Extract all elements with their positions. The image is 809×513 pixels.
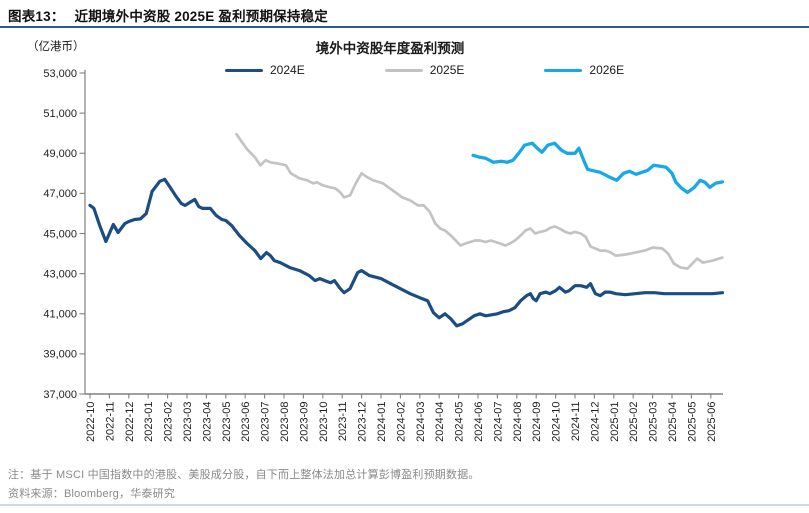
legend-item-2026e: 2026E <box>544 63 624 77</box>
svg-text:2024-07: 2024-07 <box>492 402 504 442</box>
chart-footnote: 注：基于 MSCI 中国指数中的港股、美股成分股，自下而上整体法加总计算彭博盈利… <box>8 469 480 481</box>
legend-label-2025e: 2025E <box>429 63 465 77</box>
chart-source: 资料来源：Bloomberg，华泰研究 <box>8 488 175 500</box>
svg-text:2023-12: 2023-12 <box>357 402 369 442</box>
svg-text:2024-01: 2024-01 <box>376 402 388 442</box>
svg-text:2024-03: 2024-03 <box>415 402 427 442</box>
series-line-2024E <box>88 177 725 328</box>
svg-text:2023-07: 2023-07 <box>260 402 272 442</box>
legend-item-2025e: 2025E <box>384 63 465 77</box>
svg-text:2025-03: 2025-03 <box>648 402 660 442</box>
svg-text:2023-01: 2023-01 <box>143 402 155 442</box>
svg-text:2023-02: 2023-02 <box>163 402 175 442</box>
svg-text:2022-11: 2022-11 <box>104 402 116 442</box>
svg-text:2024-11: 2024-11 <box>570 402 582 442</box>
y-axis-ticks-labels: 37,000 39,000 41,000 43,000 45,000 47,000 49,0… <box>43 68 85 401</box>
svg-text:47,000: 47,000 <box>43 188 77 200</box>
svg-text:2025-01: 2025-01 <box>609 402 621 442</box>
svg-text:45,000: 45,000 <box>43 228 77 240</box>
svg-text:2023-11: 2023-11 <box>337 402 349 442</box>
figure-title: 近期境外中资股 2025E 盈利预期保持稳定 <box>74 9 328 24</box>
svg-text:49,000: 49,000 <box>43 148 77 160</box>
x-axis-ticks-labels: 2022-10 2022-11 2022-12 2023-01 2023-02 2023-… <box>85 394 718 442</box>
svg-text:2023-06: 2023-06 <box>240 402 252 442</box>
svg-text:2023-04: 2023-04 <box>201 402 213 442</box>
figure-header: 图表13： 近期境外中资股 2025E 盈利预期保持稳定 <box>8 5 328 25</box>
svg-text:53,000: 53,000 <box>43 68 77 80</box>
axes <box>84 70 723 395</box>
svg-text:2022-12: 2022-12 <box>124 402 136 442</box>
legend-line-swatch-2026e <box>544 68 583 72</box>
svg-text:2024-04: 2024-04 <box>434 402 446 442</box>
svg-text:2024-02: 2024-02 <box>395 402 407 442</box>
svg-text:2024-12: 2024-12 <box>589 402 601 442</box>
bottom-divider <box>0 504 809 506</box>
svg-text:37,000: 37,000 <box>43 389 77 401</box>
svg-text:2025-05: 2025-05 <box>686 402 698 442</box>
svg-text:2024-05: 2024-05 <box>454 402 466 442</box>
svg-text:2024-08: 2024-08 <box>512 402 524 442</box>
svg-text:2023-10: 2023-10 <box>318 402 330 442</box>
svg-text:39,000: 39,000 <box>43 349 77 361</box>
svg-text:2024-06: 2024-06 <box>473 402 485 442</box>
legend-label-2024e: 2024E <box>270 63 305 77</box>
svg-text:2024-09: 2024-09 <box>531 402 543 442</box>
chart-title: 境外中资股年度盈利预测 <box>315 41 465 56</box>
figure-number: 图表13： <box>8 9 65 24</box>
svg-text:2025-06: 2025-06 <box>706 402 718 442</box>
legend-item-2024e: 2024E <box>225 63 305 77</box>
svg-text:2025-04: 2025-04 <box>667 402 679 442</box>
svg-text:2025-02: 2025-02 <box>628 402 640 442</box>
series-line-2025E <box>235 132 724 270</box>
svg-text:41,000: 41,000 <box>43 309 77 321</box>
chart-legend: 2024E 2025E 2026E <box>225 63 624 77</box>
svg-text:2023-03: 2023-03 <box>182 402 194 442</box>
svg-text:2023-08: 2023-08 <box>279 402 291 442</box>
svg-text:51,000: 51,000 <box>43 108 77 120</box>
legend-line-swatch-2025e <box>384 68 423 72</box>
svg-text:2023-05: 2023-05 <box>221 402 233 442</box>
legend-label-2026e: 2026E <box>589 63 625 77</box>
svg-text:2023-09: 2023-09 <box>298 402 310 442</box>
legend-line-swatch-2024e <box>225 68 263 72</box>
series-line-2026E <box>471 141 725 195</box>
y-axis-unit-label: （亿港币） <box>27 41 85 53</box>
svg-text:2024-10: 2024-10 <box>551 402 563 442</box>
header-divider <box>0 26 809 28</box>
svg-text:43,000: 43,000 <box>43 268 77 280</box>
svg-text:2022-10: 2022-10 <box>85 402 97 442</box>
